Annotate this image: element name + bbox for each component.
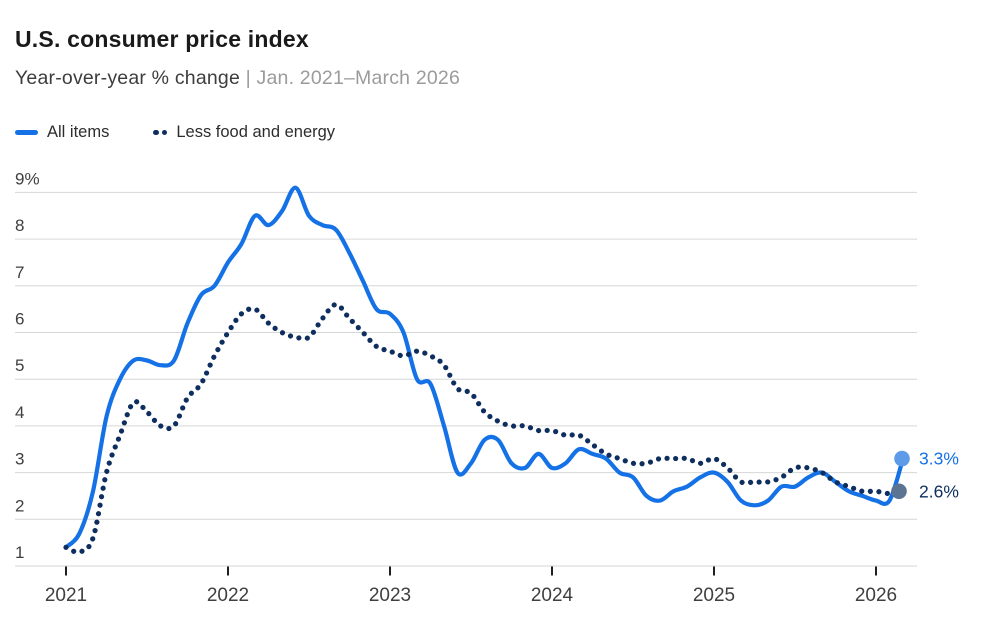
chart-title: U.S. consumer price index xyxy=(15,26,309,52)
legend-label-all-items: All items xyxy=(47,123,110,141)
y-axis-label: 4 xyxy=(15,403,24,422)
y-axis-label: 5 xyxy=(15,356,24,375)
all-items-line-swatch xyxy=(15,130,38,135)
less-food-and-energy-end-label: 2.6% xyxy=(919,481,959,501)
y-axis-label: 6 xyxy=(15,310,24,329)
x-axis-label: 2025 xyxy=(693,585,735,606)
less-food-and-energy-end-dot xyxy=(891,483,907,500)
less-food-and-energy-dots-swatch xyxy=(153,129,168,136)
x-axis-label: 2026 xyxy=(855,585,897,606)
subtitle-date-range: Jan. 2021–March 2026 xyxy=(256,67,461,89)
y-axis-label: 1 xyxy=(15,543,24,562)
all-items-end-dot xyxy=(894,450,910,467)
x-axis-label: 2024 xyxy=(531,585,574,606)
subtitle-measure: Year-over-year % change xyxy=(15,67,241,89)
chart-subtitle: Year-over-year % change | Jan. 2021–Marc… xyxy=(15,67,460,90)
less-food-and-energy-line xyxy=(63,301,906,555)
y-axis-label: 3 xyxy=(15,450,24,469)
x-axis-label: 2022 xyxy=(207,585,249,606)
all-items-end-label: 3.3% xyxy=(919,449,959,469)
y-axis-label: 2 xyxy=(15,496,24,515)
y-axis-label: 8 xyxy=(15,216,24,235)
all-items-line xyxy=(63,185,906,550)
legend-label-less-food-and-energy: Less food and energy xyxy=(176,123,336,141)
y-axis-label: 7 xyxy=(15,263,24,282)
x-axis-label: 2021 xyxy=(45,585,87,606)
x-axis-label: 2023 xyxy=(369,585,411,606)
subtitle-separator: | xyxy=(245,67,251,89)
y-axis-label: 9% xyxy=(15,169,40,188)
chart-legend: All items Less food and energy xyxy=(15,123,335,142)
legend-item-less-food-and-energy: Less food and energy xyxy=(153,123,335,142)
legend-item-all-items: All items xyxy=(15,123,109,142)
